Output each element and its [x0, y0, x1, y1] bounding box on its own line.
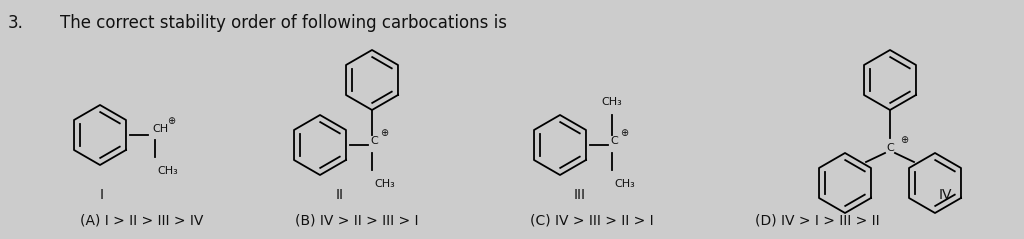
Text: ⊕: ⊕	[380, 128, 388, 138]
Text: 3.: 3.	[8, 14, 24, 32]
Text: ⊕: ⊕	[620, 128, 628, 138]
Text: The correct stability order of following carbocations is: The correct stability order of following…	[60, 14, 507, 32]
Text: C: C	[610, 136, 617, 146]
Text: (A) I > II > III > IV: (A) I > II > III > IV	[80, 214, 204, 228]
Text: C: C	[370, 136, 378, 146]
Text: I: I	[100, 188, 104, 202]
Text: (C) IV > III > II > I: (C) IV > III > II > I	[530, 214, 653, 228]
Text: CH₃: CH₃	[374, 179, 394, 189]
Text: III: III	[574, 188, 586, 202]
Text: ⊕: ⊕	[900, 135, 908, 145]
Text: II: II	[336, 188, 344, 202]
Text: ⊕: ⊕	[167, 116, 175, 126]
Text: IV: IV	[938, 188, 951, 202]
Text: (D) IV > I > III > II: (D) IV > I > III > II	[755, 214, 880, 228]
Text: CH₃: CH₃	[614, 179, 635, 189]
Text: CH₃: CH₃	[602, 97, 623, 107]
Text: CH₃: CH₃	[157, 166, 178, 176]
Text: CH: CH	[152, 124, 168, 134]
Text: (B) IV > II > III > I: (B) IV > II > III > I	[295, 214, 419, 228]
Text: C: C	[886, 143, 894, 153]
